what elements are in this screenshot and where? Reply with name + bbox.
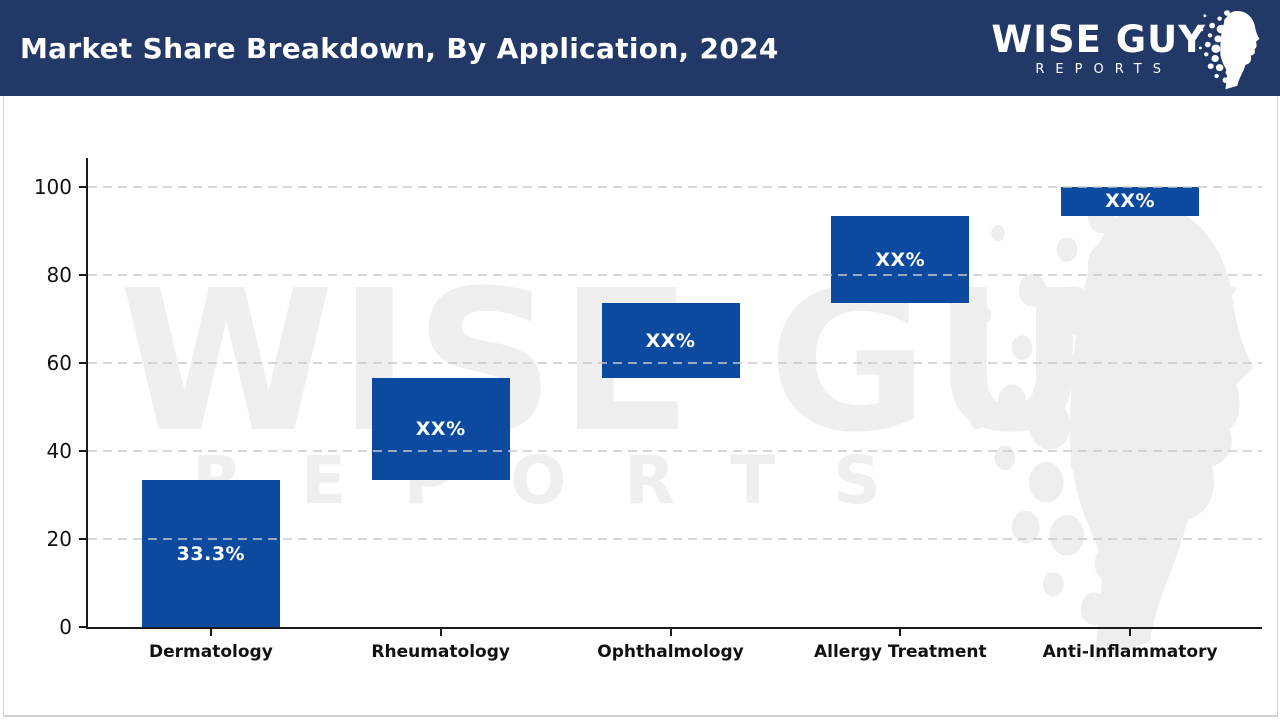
bar-value-label: 33.3% [176, 542, 246, 565]
gridline-40 [88, 449, 1262, 452]
bar-dermatology: 33.3% [141, 480, 280, 627]
bar-value-label: XX% [875, 248, 926, 271]
x-tick-mark [439, 629, 442, 636]
x-axis-line [86, 627, 1262, 629]
y-axis-line [86, 158, 88, 629]
x-axis-label: Dermatology [149, 642, 273, 662]
x-axis-label: Ophthalmology [597, 642, 744, 662]
gridline-20 [88, 537, 1262, 540]
x-axis-label: Anti-Inflammatory [1042, 642, 1218, 662]
watermark-subtext: REPORTS [192, 442, 939, 519]
x-tick-mark [209, 629, 212, 636]
y-axis-tick-label: 80 [46, 262, 72, 287]
page-title: Market Share Breakdown, By Application, … [20, 31, 779, 65]
x-axis-label: Rheumatology [371, 642, 510, 662]
wise-guy-head-icon [1198, 10, 1260, 90]
gridline-100 [88, 185, 1262, 188]
bar-ophthalmology: XX% [601, 303, 740, 379]
y-tick-mark [79, 185, 88, 188]
bar-allergy-treatment: XX% [831, 216, 970, 304]
gridline-60 [88, 361, 1262, 364]
y-axis-tick-label: 100 [33, 174, 72, 199]
y-tick-mark [79, 626, 88, 628]
bar-anti-inflammatory: XX% [1061, 186, 1200, 217]
header-bar: Market Share Breakdown, By Application, … [0, 0, 1280, 96]
y-axis-tick-label: 20 [46, 526, 72, 551]
y-tick-mark [79, 537, 88, 540]
y-axis-tick-label: 40 [46, 438, 72, 463]
x-tick-mark [899, 629, 902, 636]
gridline-80 [88, 273, 1262, 276]
x-tick-mark [669, 629, 672, 636]
x-axis-label: Allergy Treatment [813, 642, 987, 662]
logo-wordmark: WISE GUY [991, 17, 1206, 61]
bar-rheumatology: XX% [371, 378, 510, 481]
bar-value-label: XX% [415, 418, 466, 441]
watermark-head-icon [970, 200, 1254, 662]
logo-text: WISE GUY REPORTS [991, 21, 1206, 76]
bar-value-label: XX% [1105, 190, 1156, 213]
x-tick-mark [1129, 629, 1132, 636]
y-tick-mark [79, 273, 88, 276]
logo-subtext: REPORTS [1035, 61, 1172, 77]
wise-guy-logo: WISE GUY REPORTS [991, 6, 1264, 90]
y-axis-tick-label: 0 [59, 615, 72, 639]
y-axis-tick-label: 60 [46, 350, 72, 375]
y-tick-mark [79, 449, 88, 452]
bar-value-label: XX% [645, 329, 696, 352]
y-tick-mark [79, 361, 88, 364]
